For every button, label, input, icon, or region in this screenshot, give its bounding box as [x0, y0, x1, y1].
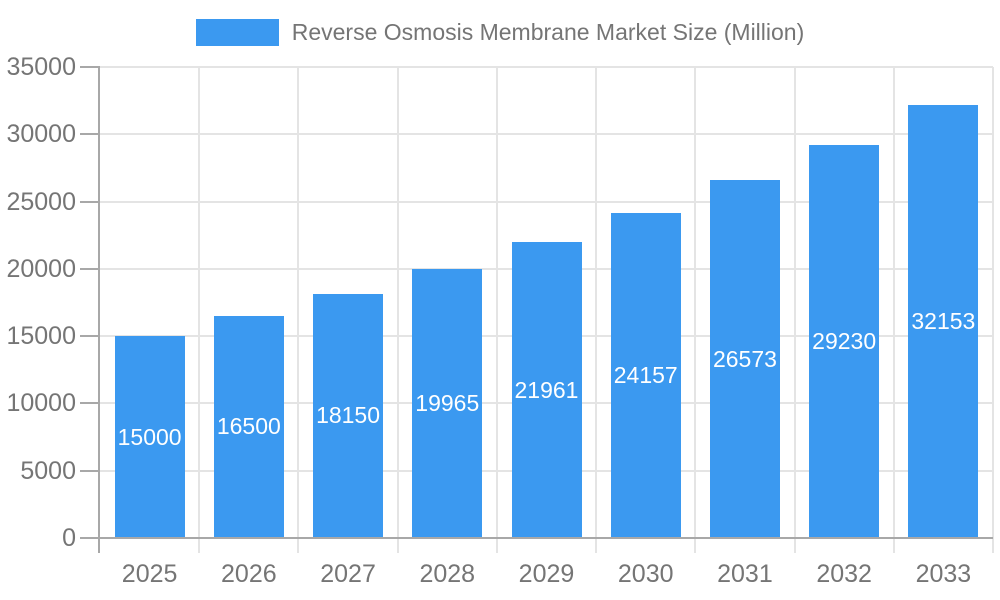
bar-2032: 29230	[809, 144, 880, 538]
x-axis-line	[100, 537, 993, 539]
y-tick	[80, 335, 100, 338]
bar-value-label: 19965	[415, 390, 480, 417]
bar-value-label: 29230	[812, 327, 877, 354]
y-tick-label: 10000	[6, 389, 76, 418]
v-gridline	[297, 67, 300, 553]
legend-swatch-icon	[195, 18, 279, 46]
legend-label: Reverse Osmosis Membrane Market Size (Mi…	[291, 18, 805, 45]
y-tick	[80, 267, 100, 270]
x-tick-label: 2026	[221, 560, 277, 588]
bar-value-label: 16500	[216, 413, 281, 440]
v-gridline	[198, 67, 201, 553]
v-gridline	[396, 67, 399, 553]
y-tick-label: 35000	[6, 53, 76, 81]
x-tick-label: 2030	[617, 560, 674, 588]
h-gridline	[100, 200, 993, 203]
bar-value-label: 32153	[911, 308, 976, 335]
x-tick-label: 2029	[518, 560, 575, 588]
y-tick-label: 0	[62, 524, 76, 552]
y-tick	[80, 133, 100, 136]
x-tick-label: 2033	[915, 560, 972, 588]
v-gridline	[595, 67, 598, 553]
h-gridline	[100, 133, 993, 136]
v-gridline	[992, 67, 994, 553]
x-tick-label: 2025	[121, 560, 178, 588]
bar-2028: 19965	[412, 269, 483, 538]
h-gridline	[100, 66, 993, 68]
bar-2029: 21961	[511, 242, 582, 538]
bar-value-label: 18150	[316, 402, 381, 429]
bar-2033: 32153	[908, 105, 979, 538]
y-tick-label: 15000	[6, 322, 76, 351]
chart-legend[interactable]: Reverse Osmosis Membrane Market Size (Mi…	[0, 17, 1000, 47]
v-gridline	[694, 67, 697, 553]
bar-value-label: 21961	[514, 376, 579, 403]
y-tick	[80, 537, 100, 539]
x-tick-label: 2027	[320, 560, 376, 588]
y-tick	[80, 66, 100, 68]
y-tick-label: 20000	[6, 254, 76, 283]
y-tick	[80, 200, 100, 203]
v-gridline	[495, 67, 498, 553]
bar-2027: 18150	[313, 293, 384, 538]
y-axis-line	[98, 67, 100, 553]
bar-2025: 15000	[114, 336, 185, 538]
x-tick-label: 2032	[816, 560, 872, 588]
bar-2026: 16500	[213, 315, 284, 538]
y-tick	[80, 469, 100, 472]
y-tick	[80, 402, 100, 405]
x-tick-label: 2028	[419, 560, 476, 588]
y-tick-label: 25000	[6, 187, 76, 216]
y-tick-label: 5000	[20, 456, 76, 485]
bar-value-label: 26573	[712, 345, 777, 372]
x-tick-label: 2031	[717, 560, 773, 588]
bar-2031: 26573	[709, 180, 780, 538]
bar-value-label: 24157	[613, 361, 678, 388]
v-gridline	[793, 67, 796, 553]
bar-value-label: 15000	[117, 423, 182, 450]
v-gridline	[892, 67, 895, 553]
y-tick-label: 30000	[6, 120, 76, 149]
bar-2030: 24157	[610, 212, 681, 538]
